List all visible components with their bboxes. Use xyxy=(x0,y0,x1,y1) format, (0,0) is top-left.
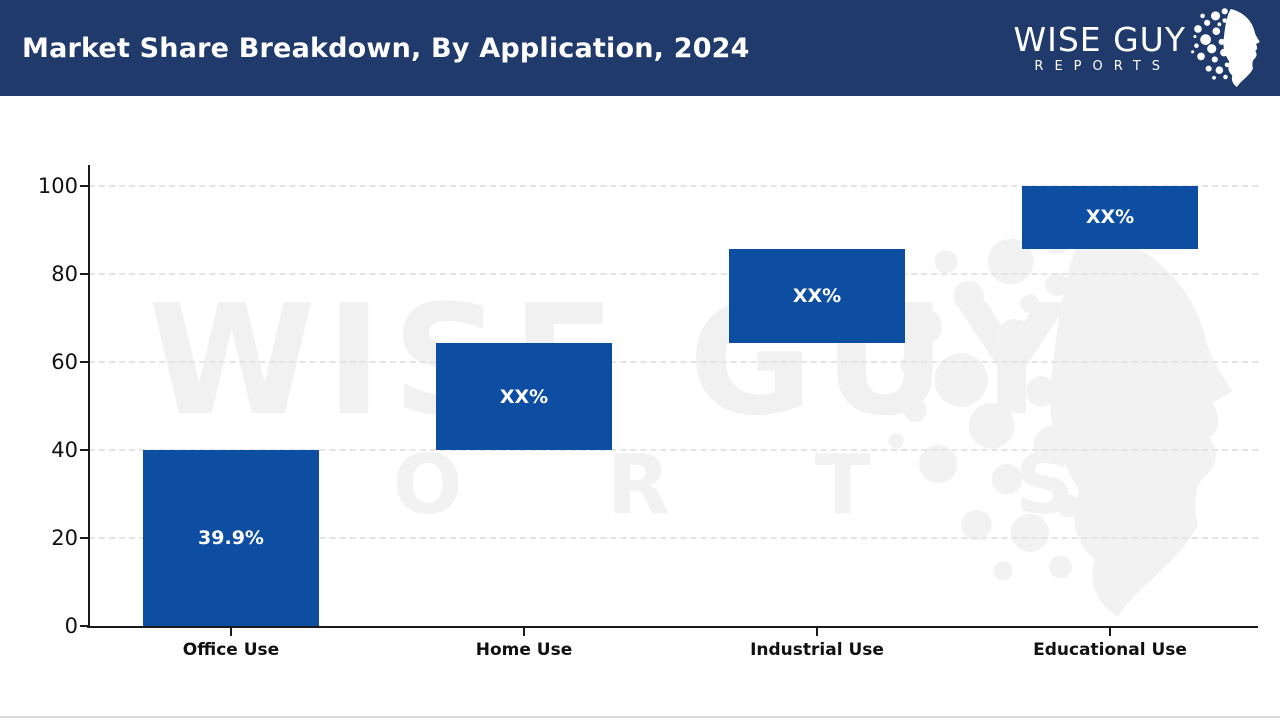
dotted-face-logo-icon xyxy=(1191,8,1260,87)
x-axis-tick xyxy=(816,628,818,636)
watermark-dotted-face-icon xyxy=(888,223,1233,617)
x-axis-tick xyxy=(230,628,232,636)
gridline xyxy=(89,361,1258,363)
brand-logo: WISE GUY REPORTS xyxy=(1013,6,1280,90)
x-axis-tick xyxy=(523,628,525,636)
y-axis-tick xyxy=(80,625,88,627)
bar-segment: 39.9% xyxy=(143,450,319,626)
bar-value-label: XX% xyxy=(499,385,549,408)
bar-value-label: 39.9% xyxy=(198,527,264,550)
y-axis-line xyxy=(88,165,90,628)
y-axis-tick-label: 60 xyxy=(51,350,78,374)
y-axis-tick xyxy=(80,273,88,275)
y-axis-tick-label: 20 xyxy=(51,526,78,550)
gridline xyxy=(89,273,1258,275)
bar-value-label: XX% xyxy=(1085,206,1135,229)
x-axis-category-label: Office Use xyxy=(182,640,280,660)
brand-subtitle: REPORTS xyxy=(1034,59,1172,74)
y-axis-tick-label: 100 xyxy=(37,174,78,198)
header-bar: Market Share Breakdown, By Application, … xyxy=(0,0,1280,96)
gridline xyxy=(89,537,1258,539)
x-axis-tick xyxy=(1109,628,1111,636)
x-axis-category-label: Industrial Use xyxy=(750,640,884,660)
x-axis-line xyxy=(87,626,1258,628)
page-title: Market Share Breakdown, By Application, … xyxy=(22,32,750,64)
bar-segment: XX% xyxy=(729,248,905,343)
y-axis-tick xyxy=(80,449,88,451)
bar-value-label: XX% xyxy=(792,284,842,307)
bar-segment: XX% xyxy=(1022,186,1198,249)
bar-segment: XX% xyxy=(436,342,612,451)
y-axis-tick xyxy=(80,185,88,187)
y-axis-tick xyxy=(80,361,88,363)
x-axis-category-label: Educational Use xyxy=(1033,640,1187,660)
y-axis-tick-label: 40 xyxy=(51,438,78,462)
y-axis-tick-label: 0 xyxy=(64,614,78,638)
y-axis-tick xyxy=(80,537,88,539)
brand-wordmark: WISE GUY REPORTS xyxy=(1013,23,1186,73)
bottom-divider xyxy=(0,716,1280,718)
y-axis-tick-label: 80 xyxy=(51,262,78,286)
brand-name: WISE GUY xyxy=(1013,20,1186,59)
gridline xyxy=(89,185,1258,187)
x-axis-category-label: Home Use xyxy=(475,640,573,660)
gridline xyxy=(89,449,1258,451)
